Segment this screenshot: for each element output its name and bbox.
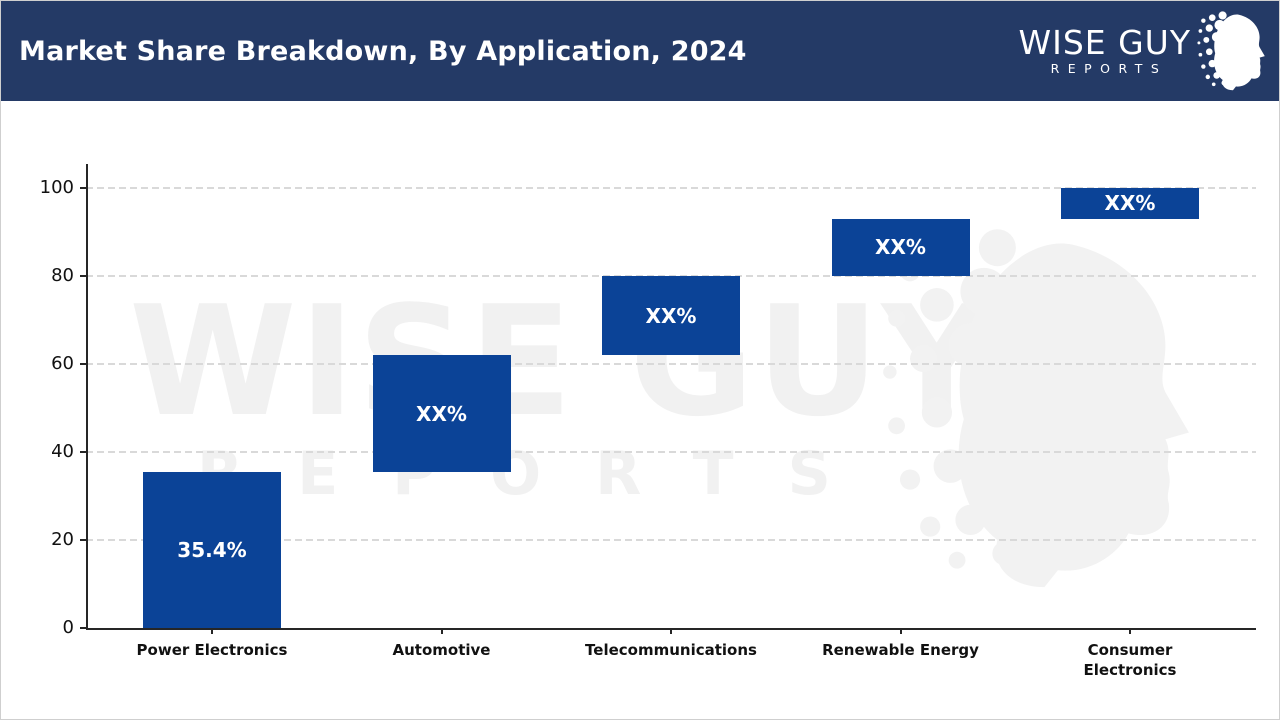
xtick-label-2: Automotive — [392, 641, 491, 659]
ytick-label-60: 60 — [51, 353, 74, 374]
xtick-2 — [440, 628, 443, 634]
logo-text: WISE GUY REPORTS — [1018, 26, 1191, 76]
watermark-wordmark: WISE GUY — [129, 273, 994, 450]
logo-subtitle: REPORTS — [1050, 61, 1168, 77]
bar-value-label: 35.4% — [177, 538, 247, 563]
xtick-label-5: Consumer Electronics — [1083, 641, 1177, 680]
ytick-60 — [80, 363, 86, 365]
ytick-20 — [80, 539, 86, 541]
bar-4: XX% — [831, 218, 970, 276]
bar-value-label: XX% — [416, 401, 467, 426]
bar-3: XX% — [602, 276, 740, 356]
ytick-label-20: 20 — [51, 529, 74, 550]
xtick-4 — [899, 628, 902, 634]
xtick-3 — [670, 628, 672, 634]
ytick-label-40: 40 — [51, 441, 74, 462]
x-axis-line — [86, 628, 1256, 630]
gridline-y20 — [86, 539, 1256, 541]
wise-guy-logo: WISE GUY REPORTS — [1018, 9, 1267, 93]
xtick-label-1: Power Electronics — [136, 641, 288, 659]
dotted-head-logo-icon — [1197, 11, 1265, 91]
bar-2: XX% — [372, 355, 511, 473]
bar-value-label: XX% — [875, 235, 926, 260]
ytick-40 — [80, 451, 86, 453]
y-axis-line — [86, 164, 88, 630]
gridline-y100 — [86, 187, 1256, 189]
bar-value-label: XX% — [1104, 191, 1156, 216]
header: Market Share Breakdown, By Application, … — [1, 1, 1279, 101]
xtick-1 — [211, 628, 213, 634]
ytick-label-0: 0 — [62, 617, 74, 638]
gridline-y40 — [86, 451, 1256, 453]
page-title: Market Share Breakdown, By Application, … — [19, 35, 747, 67]
bar-5: XX% — [1061, 188, 1199, 219]
ytick-80 — [80, 275, 86, 277]
waterfall-chart: 35.4% Power Electronics XX% Automotive XX% Te… — [1, 101, 1279, 719]
ytick-0 — [80, 627, 86, 629]
gridline-y60 — [86, 363, 1256, 365]
bar-value-label: XX% — [645, 303, 697, 328]
watermark-subtitle: REPORTS — [197, 439, 885, 509]
xtick-5 — [1129, 628, 1131, 634]
ytick-label-100: 100 — [39, 177, 74, 198]
bar-1: 35.4% — [143, 472, 281, 628]
ytick-100 — [80, 187, 86, 189]
xtick-label-3: Telecommunications — [585, 641, 757, 659]
logo-wordmark: WISE GUY — [1018, 23, 1191, 63]
xtick-label-4: Renewable Energy — [822, 641, 979, 659]
ytick-label-80: 80 — [51, 265, 74, 286]
